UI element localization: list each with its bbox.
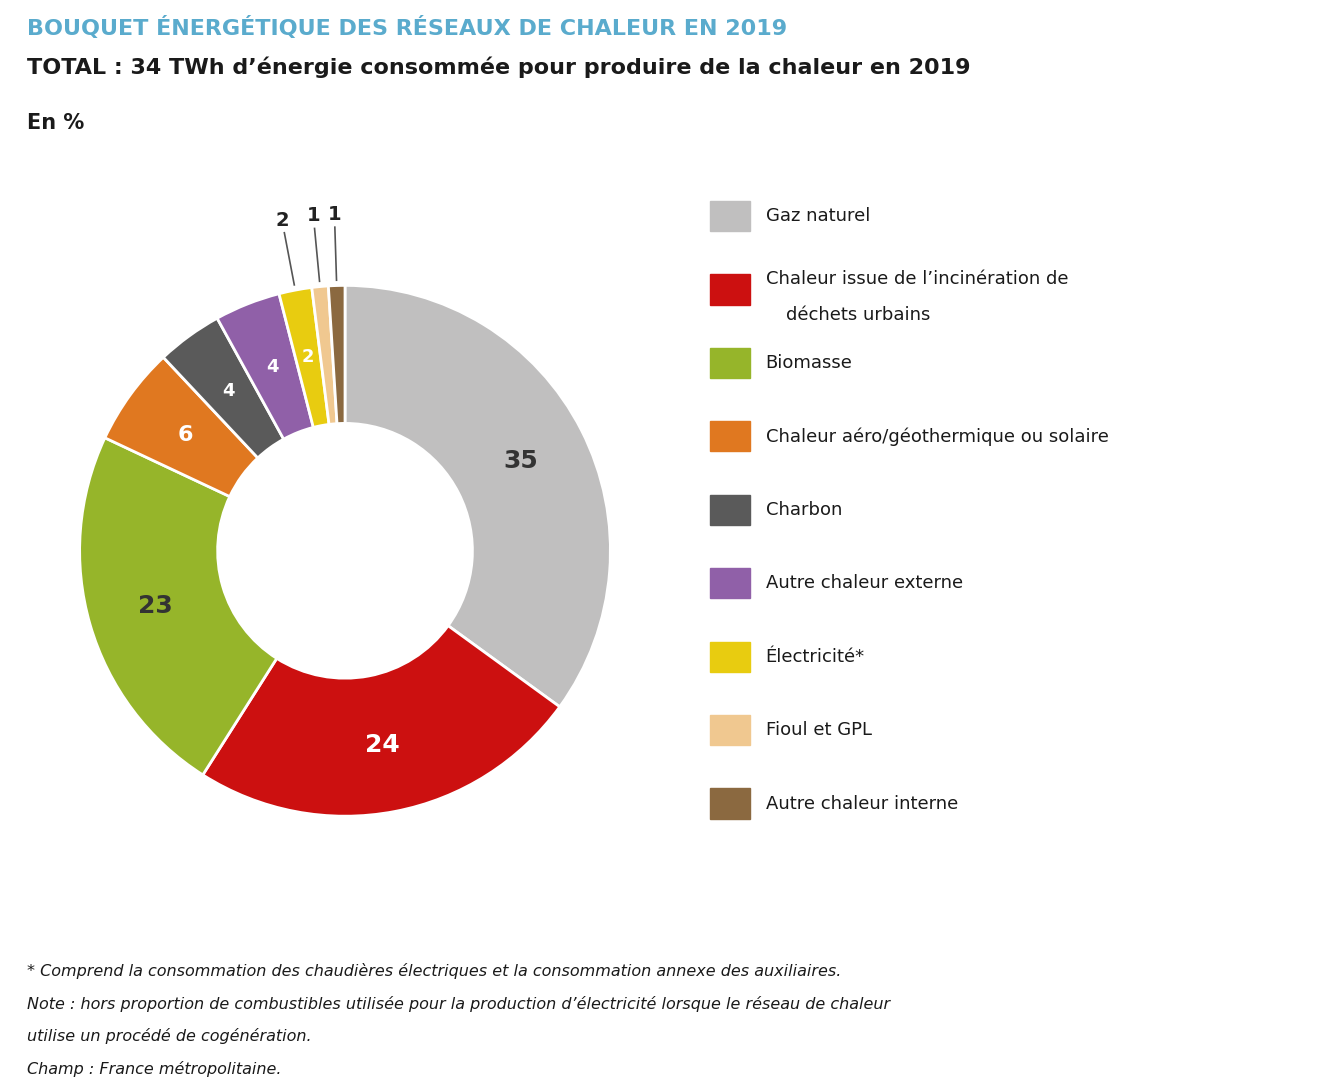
Text: Chaleur aéro/géothermique ou solaire: Chaleur aéro/géothermique ou solaire	[766, 427, 1108, 446]
Wedge shape	[80, 437, 277, 774]
Text: utilise un procédé de cogénération.: utilise un procédé de cogénération.	[27, 1028, 311, 1044]
Wedge shape	[312, 286, 337, 424]
Text: Autre chaleur externe: Autre chaleur externe	[766, 575, 963, 592]
Text: 2: 2	[301, 348, 314, 365]
Wedge shape	[328, 285, 345, 423]
Text: 24: 24	[365, 733, 399, 757]
Text: 1: 1	[307, 206, 320, 225]
Text: 2: 2	[275, 211, 289, 230]
Text: * Comprend la consommation des chaudières électriques et la consommation annexe : * Comprend la consommation des chaudière…	[27, 963, 841, 980]
Text: 4: 4	[223, 382, 235, 400]
Text: déchets urbains: déchets urbains	[786, 307, 930, 324]
Text: Autre chaleur interne: Autre chaleur interne	[766, 795, 958, 812]
Text: 1: 1	[328, 205, 341, 224]
Text: 23: 23	[138, 594, 173, 618]
Wedge shape	[105, 357, 257, 497]
Text: 35: 35	[504, 449, 539, 473]
Text: 4: 4	[265, 357, 279, 376]
Text: Chaleur issue de l’incinération de: Chaleur issue de l’incinération de	[766, 270, 1068, 287]
Text: TOTAL : 34 TWh d’énergie consommée pour produire de la chaleur en 2019: TOTAL : 34 TWh d’énergie consommée pour …	[27, 56, 970, 78]
Text: Gaz naturel: Gaz naturel	[766, 207, 871, 225]
Wedge shape	[203, 625, 560, 816]
Text: Note : hors proportion de combustibles utilisée pour la production d’électricité: Note : hors proportion de combustibles u…	[27, 996, 889, 1012]
Text: Biomasse: Biomasse	[766, 354, 852, 372]
Text: Champ : France métropolitaine.: Champ : France métropolitaine.	[27, 1061, 281, 1077]
Text: Charbon: Charbon	[766, 501, 843, 518]
Wedge shape	[218, 294, 313, 440]
Text: 6: 6	[178, 424, 192, 445]
Text: Fioul et GPL: Fioul et GPL	[766, 721, 872, 739]
Text: Électricité*: Électricité*	[766, 648, 865, 665]
Wedge shape	[345, 285, 610, 706]
Text: BOUQUET ÉNERGÉTIQUE DES RÉSEAUX DE CHALEUR EN 2019: BOUQUET ÉNERGÉTIQUE DES RÉSEAUX DE CHALE…	[27, 16, 787, 39]
Wedge shape	[279, 287, 329, 428]
Wedge shape	[163, 319, 284, 458]
Text: En %: En %	[27, 113, 84, 134]
